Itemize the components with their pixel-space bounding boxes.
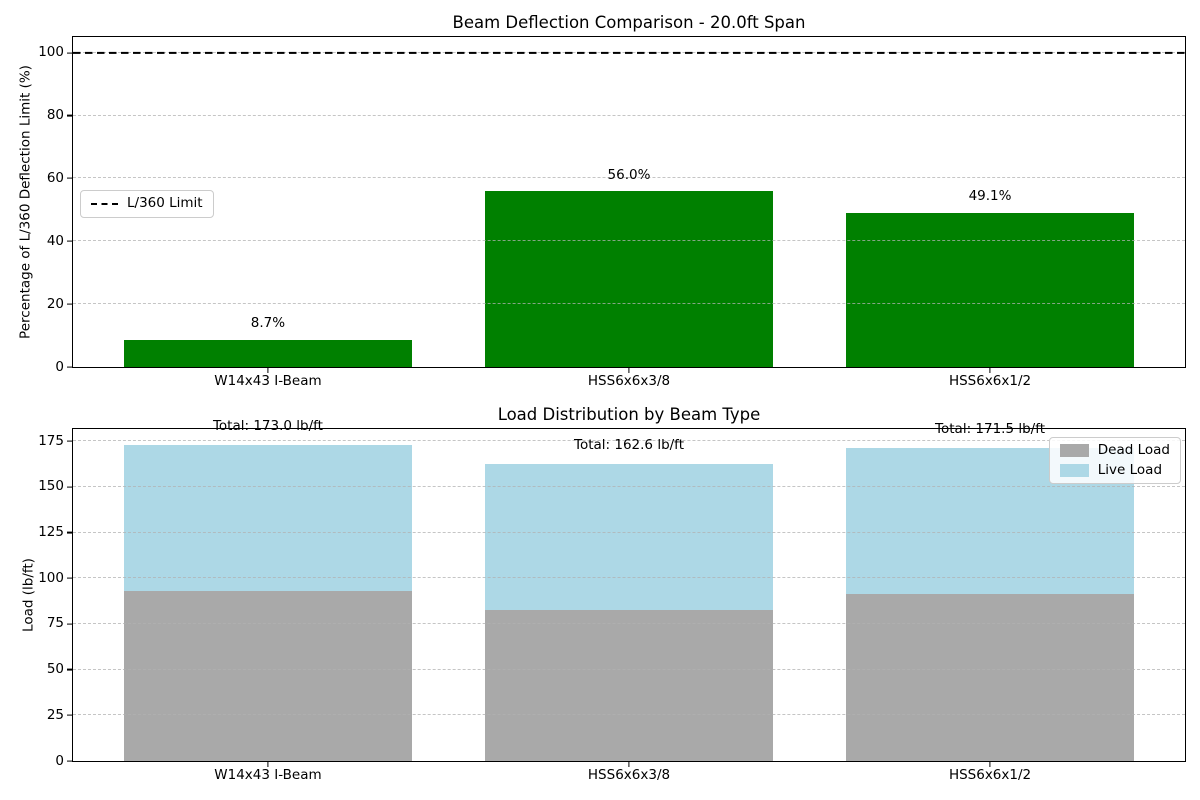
y-tick-label: 150 <box>38 478 64 495</box>
deflection-bar-value-label: 8.7% <box>250 315 286 332</box>
deflection-bar-value-label: 56.0% <box>607 166 651 183</box>
dead-load-bar <box>123 591 413 761</box>
legend-entry: Dead Load <box>1059 442 1170 458</box>
load-plot-area: Total: 173.0 lb/ft Total: 162.6 lb/ft Tota… <box>38 420 1186 782</box>
total-load-label: Total: 171.5 lb/ft <box>935 421 1046 438</box>
x-tick-label: W14x43 I-Beam <box>214 373 322 389</box>
total-load-label: Total: 173.0 lb/ft <box>212 418 323 435</box>
x-tick-label: HSS6x6x3/8 <box>587 767 671 783</box>
gridline <box>73 714 1185 716</box>
x-tick-mark <box>628 762 630 767</box>
y-tick-label: 80 <box>46 106 64 123</box>
load-y-axis-label: Load (lb/ft) <box>20 558 37 632</box>
y-tick-mark <box>67 486 72 488</box>
legend-entry: Live Load <box>1059 461 1170 478</box>
gridline <box>73 303 1185 305</box>
x-tick-label: HSS6x6x1/2 <box>948 767 1032 783</box>
x-tick-label: HSS6x6x1/2 <box>948 373 1032 389</box>
y-tick-mark <box>67 531 72 534</box>
y-tick-label: 0 <box>55 358 64 375</box>
deflection-bar <box>845 212 1135 367</box>
dead-load-swatch <box>1059 444 1089 458</box>
dead-load-bar <box>845 593 1135 761</box>
deflection-bar-value-label: 49.1% <box>968 188 1012 205</box>
deflection-plot-area: 8.7% 56.0% 49.1% 0 20 40 60 80 100 W14x43 I-Beam H… <box>38 36 1186 388</box>
legend-label: Live Load <box>1097 461 1163 478</box>
y-tick-mark <box>67 623 72 625</box>
deflection-chart-title: Beam Deflection Comparison - 20.0ft Span <box>452 13 806 32</box>
gridline <box>73 668 1185 670</box>
y-tick-label: 100 <box>38 569 64 586</box>
y-tick-label: 125 <box>38 523 64 540</box>
y-tick-mark <box>67 440 72 442</box>
deflection-bar <box>123 339 413 367</box>
gridline <box>73 622 1185 624</box>
gridline <box>73 485 1185 487</box>
legend-label: Dead Load <box>1097 442 1170 458</box>
gridline <box>73 577 1185 579</box>
y-tick-label: 25 <box>46 706 64 723</box>
y-tick-mark <box>67 303 72 305</box>
gridline <box>73 440 1185 442</box>
y-tick-mark <box>67 577 72 579</box>
live-load-bar <box>484 463 774 611</box>
y-tick-label: 100 <box>38 43 64 60</box>
y-tick-label: 60 <box>46 169 64 186</box>
y-tick-mark <box>67 760 72 762</box>
deflection-bar <box>484 191 774 367</box>
x-tick-mark <box>628 368 630 373</box>
load-legend: Dead Load Live Load <box>1048 437 1181 484</box>
load-chart-title: Load Distribution by Beam Type <box>497 405 761 424</box>
x-tick-mark <box>267 368 269 373</box>
dead-load-bar <box>484 610 774 761</box>
deflection-legend: L/360 Limit <box>80 190 214 218</box>
y-tick-mark <box>67 669 72 671</box>
limit-line <box>73 51 1185 54</box>
y-tick-mark <box>67 714 72 716</box>
y-tick-mark <box>67 177 72 180</box>
legend-entry: L/360 Limit <box>91 195 203 211</box>
y-tick-label: 75 <box>46 615 64 632</box>
live-load-bar <box>123 444 413 592</box>
gridline <box>73 531 1185 533</box>
y-tick-label: 0 <box>55 752 64 769</box>
x-tick-mark <box>267 762 269 767</box>
total-load-label: Total: 162.6 lb/ft <box>574 437 684 454</box>
x-tick-label: W14x43 I-Beam <box>214 767 322 783</box>
y-tick-label: 50 <box>46 660 64 677</box>
y-tick-label: 40 <box>46 232 64 249</box>
dashed-line-swatch <box>91 202 118 205</box>
y-tick-mark <box>67 366 72 368</box>
y-tick-mark <box>67 240 72 242</box>
live-load-swatch <box>1059 463 1089 477</box>
gridline <box>73 240 1185 242</box>
deflection-y-axis-label: Percentage of L/360 Deflection Limit (%) <box>17 65 34 339</box>
legend-label: L/360 Limit <box>127 195 203 211</box>
y-tick-label: 20 <box>46 295 64 312</box>
x-tick-label: HSS6x6x3/8 <box>587 373 671 389</box>
gridline <box>73 177 1185 179</box>
x-tick-mark <box>989 762 991 767</box>
x-tick-mark <box>989 368 991 373</box>
y-tick-mark <box>67 114 72 117</box>
y-tick-mark <box>67 52 72 54</box>
y-tick-label: 175 <box>38 432 64 449</box>
gridline <box>73 114 1185 116</box>
